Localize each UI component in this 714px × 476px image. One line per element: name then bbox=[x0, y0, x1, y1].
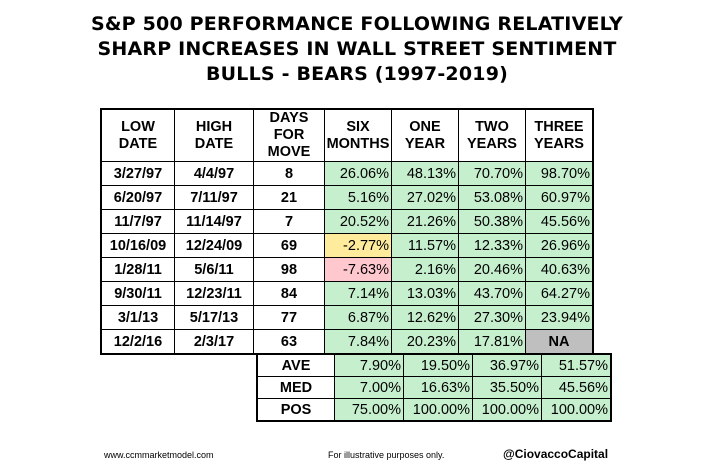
days-cell: 84 bbox=[253, 281, 325, 306]
low-date-cell: 10/16/09 bbox=[100, 233, 175, 258]
stat-two-years: 100.00% bbox=[472, 398, 542, 422]
handle-footer: @CiovaccoCapital bbox=[503, 447, 609, 461]
three-years-cell: 45.56% bbox=[525, 209, 594, 234]
one-year-cell: 20.23% bbox=[391, 329, 459, 355]
three-years-cell: 64.27% bbox=[525, 281, 594, 306]
stat-one-year: 19.50% bbox=[403, 353, 473, 377]
stat-two-years: 36.97% bbox=[472, 353, 542, 377]
two-years-cell: 27.30% bbox=[458, 305, 526, 330]
stat-one-year: 100.00% bbox=[403, 398, 473, 422]
stat-six-months: 7.90% bbox=[334, 353, 404, 377]
three-years-cell: 23.94% bbox=[525, 305, 594, 330]
header-two-years: TWO YEARS bbox=[458, 108, 526, 162]
table-row: 10/16/09 12/24/09 69 -2.77% 11.57% 12.33… bbox=[100, 233, 594, 258]
three-years-na-cell: NA bbox=[525, 329, 594, 355]
table-row: 11/7/97 11/14/97 7 20.52% 21.26% 50.38% … bbox=[100, 209, 594, 234]
stat-label: AVE bbox=[256, 353, 335, 377]
table-row: 3/27/97 4/4/97 8 26.06% 48.13% 70.70% 98… bbox=[100, 161, 594, 186]
six-months-cell: 7.84% bbox=[324, 329, 392, 355]
days-cell: 69 bbox=[253, 233, 325, 258]
table-row: 9/30/11 12/23/11 84 7.14% 13.03% 43.70% … bbox=[100, 281, 594, 306]
two-years-cell: 53.08% bbox=[458, 185, 526, 210]
disclaimer-footer: For illustrative purposes only. bbox=[328, 450, 445, 460]
header-low-date: LOW DATE bbox=[100, 108, 175, 162]
header-high-date: HIGH DATE bbox=[174, 108, 254, 162]
header-one-year: ONE YEAR bbox=[391, 108, 459, 162]
one-year-cell: 13.03% bbox=[391, 281, 459, 306]
high-date-cell: 11/14/97 bbox=[174, 209, 254, 234]
three-years-cell: 60.97% bbox=[525, 185, 594, 210]
stat-label: POS bbox=[256, 398, 335, 422]
days-cell: 77 bbox=[253, 305, 325, 330]
stat-three-years: 45.56% bbox=[541, 376, 612, 399]
low-date-cell: 6/20/97 bbox=[100, 185, 175, 210]
website-footer: www.ccmmarketmodel.com bbox=[104, 450, 214, 460]
title-line-1: S&P 500 PERFORMANCE FOLLOWING RELATIVELY bbox=[91, 13, 623, 35]
table-row: 6/20/97 7/11/97 21 5.16% 27.02% 53.08% 6… bbox=[100, 185, 594, 210]
six-months-cell: 5.16% bbox=[324, 185, 392, 210]
one-year-cell: 27.02% bbox=[391, 185, 459, 210]
summary-stats-table: AVE 7.90% 19.50% 36.97% 51.57% MED 7.00%… bbox=[256, 353, 612, 422]
six-months-cell: 20.52% bbox=[324, 209, 392, 234]
three-years-cell: 26.96% bbox=[525, 233, 594, 258]
two-years-cell: 20.46% bbox=[458, 257, 526, 282]
chart-title: S&P 500 PERFORMANCE FOLLOWING RELATIVELY… bbox=[0, 12, 714, 87]
two-years-cell: 70.70% bbox=[458, 161, 526, 186]
days-cell: 63 bbox=[253, 329, 325, 355]
header-three-years: THREE YEARS bbox=[525, 108, 594, 162]
table-row: 3/1/13 5/17/13 77 6.87% 12.62% 27.30% 23… bbox=[100, 305, 594, 330]
low-date-cell: 12/2/16 bbox=[100, 329, 175, 355]
one-year-cell: 48.13% bbox=[391, 161, 459, 186]
days-cell: 21 bbox=[253, 185, 325, 210]
one-year-cell: 11.57% bbox=[391, 233, 459, 258]
stat-one-year: 16.63% bbox=[403, 376, 473, 399]
two-years-cell: 50.38% bbox=[458, 209, 526, 234]
days-cell: 7 bbox=[253, 209, 325, 234]
title-line-3: BULLS - BEARS (1997-2019) bbox=[205, 63, 509, 85]
one-year-cell: 2.16% bbox=[391, 257, 459, 282]
six-months-cell: 7.14% bbox=[324, 281, 392, 306]
stat-three-years: 100.00% bbox=[541, 398, 612, 422]
table-row: 1/28/11 5/6/11 98 -7.63% 2.16% 20.46% 40… bbox=[100, 257, 594, 282]
stats-row-ave: AVE 7.90% 19.50% 36.97% 51.57% bbox=[256, 353, 612, 377]
low-date-cell: 3/27/97 bbox=[100, 161, 175, 186]
table-row: 12/2/16 2/3/17 63 7.84% 20.23% 17.81% NA bbox=[100, 329, 594, 355]
three-years-cell: 40.63% bbox=[525, 257, 594, 282]
high-date-cell: 7/11/97 bbox=[174, 185, 254, 210]
days-cell: 98 bbox=[253, 257, 325, 282]
six-months-cell: -2.77% bbox=[324, 233, 392, 258]
two-years-cell: 12.33% bbox=[458, 233, 526, 258]
low-date-cell: 3/1/13 bbox=[100, 305, 175, 330]
low-date-cell: 11/7/97 bbox=[100, 209, 175, 234]
one-year-cell: 12.62% bbox=[391, 305, 459, 330]
header-days-for-move: DAYS FOR MOVE bbox=[253, 108, 325, 162]
six-months-cell: 6.87% bbox=[324, 305, 392, 330]
high-date-cell: 12/23/11 bbox=[174, 281, 254, 306]
stat-two-years: 35.50% bbox=[472, 376, 542, 399]
two-years-cell: 43.70% bbox=[458, 281, 526, 306]
days-cell: 8 bbox=[253, 161, 325, 186]
high-date-cell: 4/4/97 bbox=[174, 161, 254, 186]
performance-table: LOW DATE HIGH DATE DAYS FOR MOVE SIX MONTHS … bbox=[100, 108, 594, 355]
stat-three-years: 51.57% bbox=[541, 353, 612, 377]
stats-row-med: MED 7.00% 16.63% 35.50% 45.56% bbox=[256, 376, 612, 399]
six-months-cell: -7.63% bbox=[324, 257, 392, 282]
six-months-cell: 26.06% bbox=[324, 161, 392, 186]
three-years-cell: 98.70% bbox=[525, 161, 594, 186]
header-six-months: SIX MONTHS bbox=[324, 108, 392, 162]
two-years-cell: 17.81% bbox=[458, 329, 526, 355]
high-date-cell: 5/6/11 bbox=[174, 257, 254, 282]
stat-label: MED bbox=[256, 376, 335, 399]
one-year-cell: 21.26% bbox=[391, 209, 459, 234]
high-date-cell: 5/17/13 bbox=[174, 305, 254, 330]
stats-row-pos: POS 75.00% 100.00% 100.00% 100.00% bbox=[256, 398, 612, 422]
stat-six-months: 75.00% bbox=[334, 398, 404, 422]
low-date-cell: 1/28/11 bbox=[100, 257, 175, 282]
title-line-2: SHARP INCREASES IN WALL STREET SENTIMENT bbox=[97, 38, 617, 60]
stat-six-months: 7.00% bbox=[334, 376, 404, 399]
header-row: LOW DATE HIGH DATE DAYS FOR MOVE SIX MONTHS … bbox=[100, 108, 594, 162]
high-date-cell: 12/24/09 bbox=[174, 233, 254, 258]
low-date-cell: 9/30/11 bbox=[100, 281, 175, 306]
high-date-cell: 2/3/17 bbox=[174, 329, 254, 355]
